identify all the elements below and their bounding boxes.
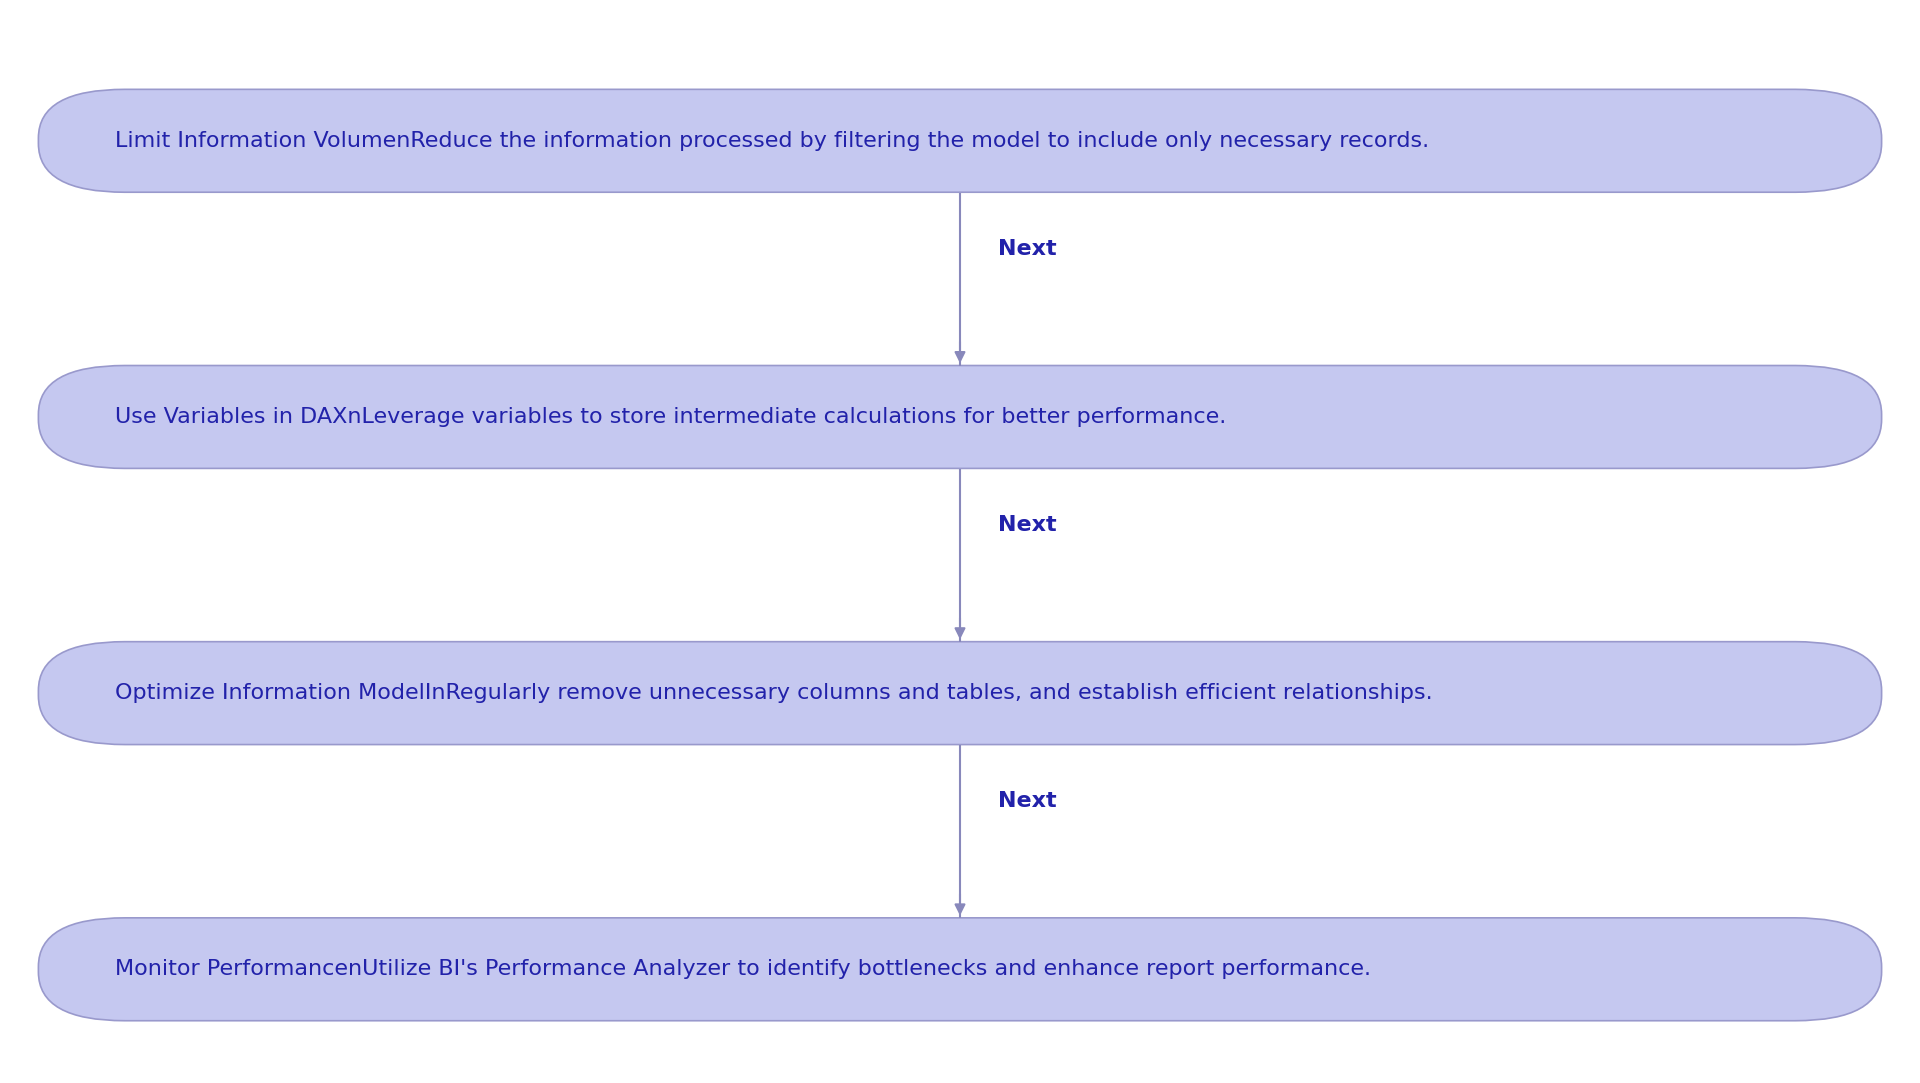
Text: Monitor PerformancenUtilize BI's Performance Analyzer to identify bottlenecks an: Monitor PerformancenUtilize BI's Perform…	[115, 960, 1371, 979]
Text: Next: Next	[998, 239, 1058, 259]
FancyBboxPatch shape	[38, 366, 1882, 469]
FancyBboxPatch shape	[38, 918, 1882, 1020]
Text: Next: Next	[998, 792, 1058, 811]
Text: Limit Information VolumenReduce the information processed by filtering the model: Limit Information VolumenReduce the info…	[115, 131, 1428, 151]
FancyBboxPatch shape	[38, 90, 1882, 193]
FancyBboxPatch shape	[38, 641, 1882, 745]
Text: Use Variables in DAXnLeverage variables to store intermediate calculations for b: Use Variables in DAXnLeverage variables …	[115, 407, 1227, 427]
Text: Next: Next	[998, 516, 1058, 535]
Text: Optimize Information ModelInRegularly remove unnecessary columns and tables, and: Optimize Information ModelInRegularly re…	[115, 683, 1432, 703]
